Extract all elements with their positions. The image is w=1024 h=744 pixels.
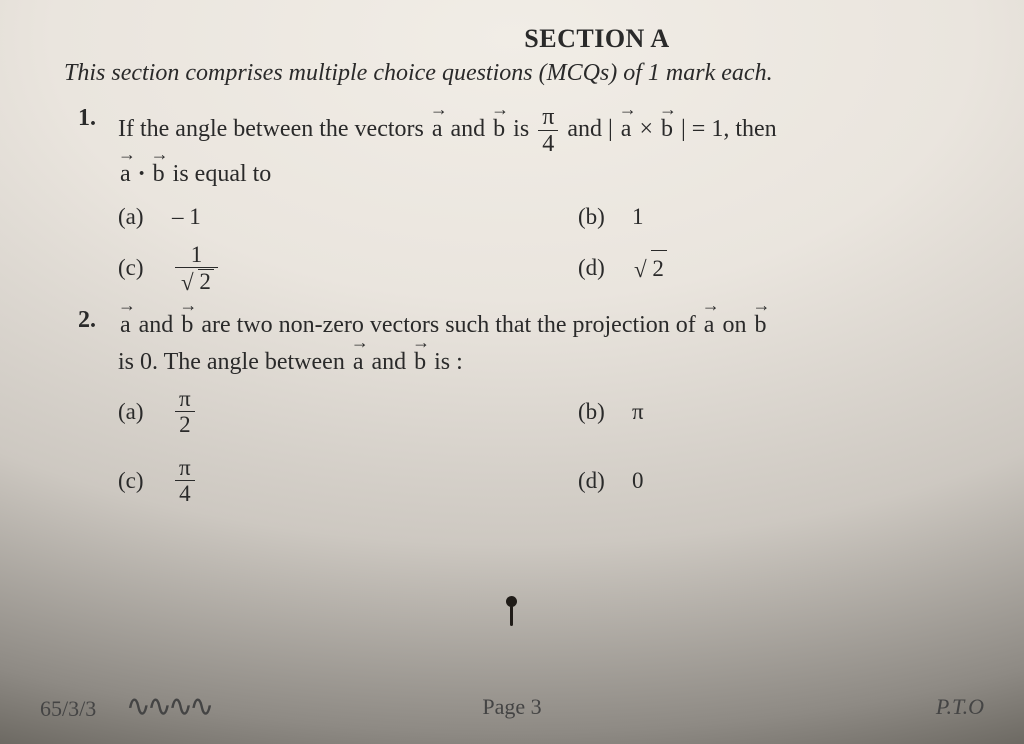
question-number: 1. bbox=[56, 105, 96, 293]
option-b: (b) 1 bbox=[578, 199, 968, 235]
text: | = 1, then bbox=[681, 116, 777, 142]
page-footer: 65/3/3 ∿∿∿∿ Page 3 P.T.O bbox=[0, 689, 1024, 724]
pen-mark-icon bbox=[506, 596, 520, 626]
option-a: (a) – 1 bbox=[118, 199, 508, 235]
option-value: 1 bbox=[632, 199, 644, 235]
text: and bbox=[139, 312, 180, 338]
option-value: 1 2 bbox=[175, 243, 218, 293]
question-text: If the angle between the vectors a and b… bbox=[118, 105, 968, 193]
denominator: 2 bbox=[175, 412, 195, 436]
vector-a: a bbox=[118, 307, 133, 344]
vector-b: b bbox=[412, 344, 428, 381]
text: are two non-zero vectors such that the p… bbox=[201, 312, 701, 338]
option-label: (b) bbox=[578, 199, 614, 235]
vector-a: a bbox=[118, 156, 133, 193]
page-number: Page 3 bbox=[0, 694, 1024, 720]
option-label: (d) bbox=[578, 250, 614, 286]
text: and bbox=[451, 116, 492, 142]
text: is bbox=[513, 116, 535, 142]
cross-symbol: × bbox=[639, 116, 659, 142]
vector-b: b bbox=[752, 307, 768, 344]
denominator: 4 bbox=[538, 131, 558, 156]
vector-b: b bbox=[179, 307, 195, 344]
question-number: 2. bbox=[56, 307, 96, 505]
option-label: (d) bbox=[578, 463, 614, 499]
radicand: 2 bbox=[198, 269, 214, 293]
question-text: a and b are two non-zero vectors such th… bbox=[118, 307, 968, 381]
options-grid: (a) π 2 (b) π (c) π 4 bbox=[118, 387, 968, 505]
text: is equal to bbox=[173, 161, 272, 187]
vector-a: a bbox=[430, 111, 445, 148]
option-a: (a) π 2 bbox=[118, 387, 508, 436]
option-label: (a) bbox=[118, 394, 154, 430]
radicand: 2 bbox=[651, 250, 667, 287]
options-grid: (a) – 1 (b) 1 (c) 1 2 bbox=[118, 199, 968, 293]
section-title: SECTION A bbox=[226, 24, 968, 54]
option-value: π 2 bbox=[175, 387, 195, 436]
option-value: 2 bbox=[632, 250, 667, 287]
numerator: π bbox=[175, 456, 195, 481]
question-2: 2. a and b are two non-zero vectors such… bbox=[56, 307, 968, 505]
fraction-pi-4: π 4 bbox=[538, 105, 558, 156]
text: on bbox=[722, 312, 752, 338]
option-b: (b) π bbox=[578, 387, 968, 436]
option-label: (c) bbox=[118, 463, 154, 499]
option-label: (c) bbox=[118, 250, 154, 286]
option-value: π 4 bbox=[175, 456, 195, 505]
option-value: π bbox=[632, 394, 644, 430]
option-label: (b) bbox=[578, 394, 614, 430]
vector-b: b bbox=[659, 111, 675, 148]
question-body: If the angle between the vectors a and b… bbox=[118, 105, 968, 293]
option-label: (a) bbox=[118, 199, 154, 235]
option-d: (d) 0 bbox=[578, 456, 968, 505]
option-c: (c) π 4 bbox=[118, 456, 508, 505]
option-c: (c) 1 2 bbox=[118, 243, 508, 293]
section-description: This section comprises multiple choice q… bbox=[64, 60, 968, 87]
question-body: a and b are two non-zero vectors such th… bbox=[118, 307, 968, 505]
vector-b: b bbox=[491, 111, 507, 148]
vector-a: a bbox=[619, 111, 634, 148]
numerator: π bbox=[175, 387, 195, 412]
text: and | bbox=[567, 116, 618, 142]
dot-product-symbol: . bbox=[139, 155, 151, 181]
exam-page: SECTION A This section comprises multipl… bbox=[0, 0, 1024, 744]
option-value: 0 bbox=[632, 463, 644, 499]
numerator: 1 bbox=[175, 243, 218, 268]
text: If the angle between the vectors bbox=[118, 116, 430, 142]
text: is : bbox=[434, 349, 463, 375]
denominator: 2 bbox=[175, 268, 218, 293]
option-d: (d) 2 bbox=[578, 243, 968, 293]
vector-b: b bbox=[151, 156, 167, 193]
question-1: 1. If the angle between the vectors a an… bbox=[56, 105, 968, 293]
numerator: π bbox=[538, 105, 558, 131]
denominator: 4 bbox=[175, 481, 195, 505]
vector-a: a bbox=[351, 344, 366, 381]
sqrt: 2 bbox=[179, 269, 214, 293]
text: is 0. The angle between bbox=[118, 349, 351, 375]
text: and bbox=[371, 349, 412, 375]
option-value: – 1 bbox=[172, 199, 201, 235]
vector-a: a bbox=[702, 307, 717, 344]
